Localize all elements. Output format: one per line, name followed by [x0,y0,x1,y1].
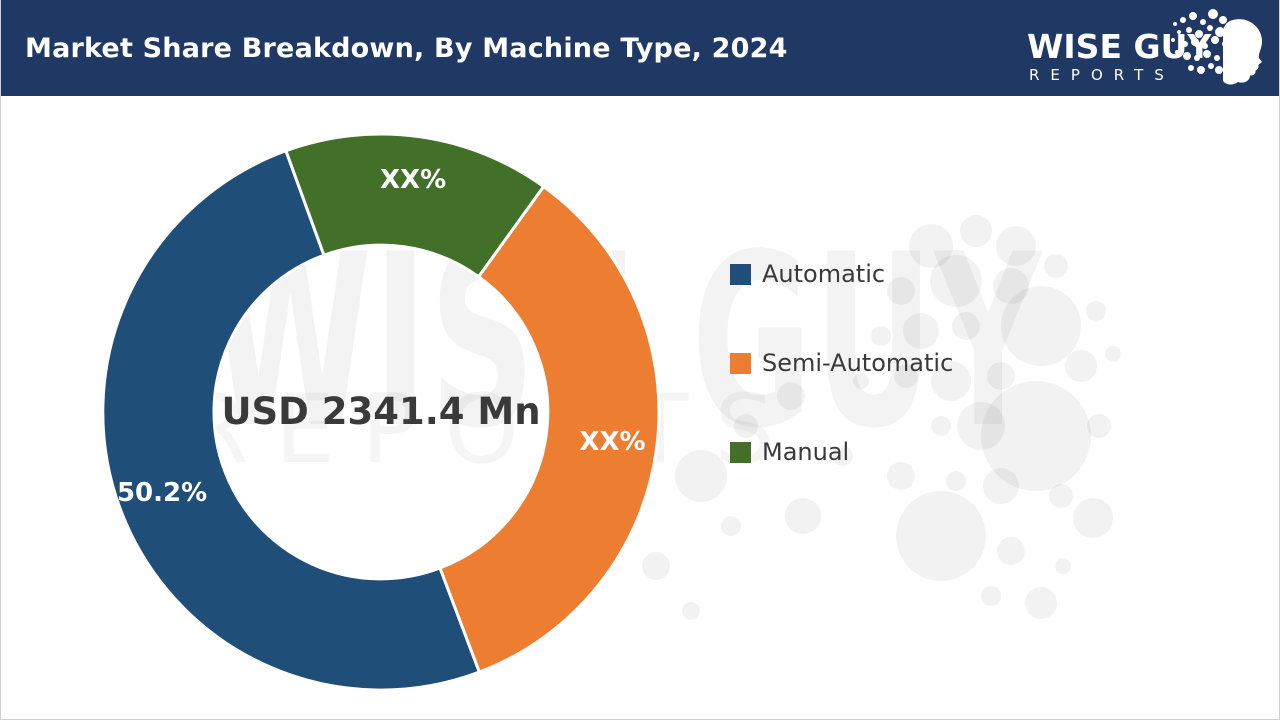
chart-area: WISE GUY REPORTS 50.2%XX%XX% USD 2341.4 … [1,96,1279,718]
legend-label-manual: Manual [762,438,850,466]
slice-label-manual: XX% [380,165,446,195]
watermark-reports-text: REPORTS [183,383,801,478]
watermark-head-dots [642,215,1121,620]
slice-manual [284,132,546,279]
chart-legend: Automatic Semi-Automatic Manual [730,258,953,525]
legend-label-automatic: Automatic [762,260,886,288]
legend-item-semi-automatic: Semi-Automatic [730,347,953,379]
header-bar: Market Share Breakdown, By Machine Type,… [1,0,1279,96]
slice-automatic [101,149,481,692]
slice-semi-automatic [438,185,661,674]
legend-swatch-manual [730,441,751,463]
legend-swatch-semi-automatic [730,352,751,374]
page-title: Market Share Breakdown, By Machine Type,… [25,32,788,64]
slice-label-semi-automatic: XX% [579,427,645,457]
legend-item-manual: Manual [730,436,953,468]
wise-guy-logo: WISE GUY REPORTS [1027,6,1265,90]
logo-brand-text: WISE GUY [1027,27,1212,66]
slice-label-automatic: 50.2% [117,478,207,508]
legend-item-automatic: Automatic [730,258,953,290]
logo-reports-text: REPORTS [1029,66,1175,84]
legend-swatch-automatic [730,263,751,285]
chart-center-value: USD 2341.4 Mn [221,390,541,433]
legend-label-semi-automatic: Semi-Automatic [762,349,954,377]
donut-chart: 50.2% XX% XX% [101,132,661,692]
logo-face-silhouette [1223,19,1263,85]
